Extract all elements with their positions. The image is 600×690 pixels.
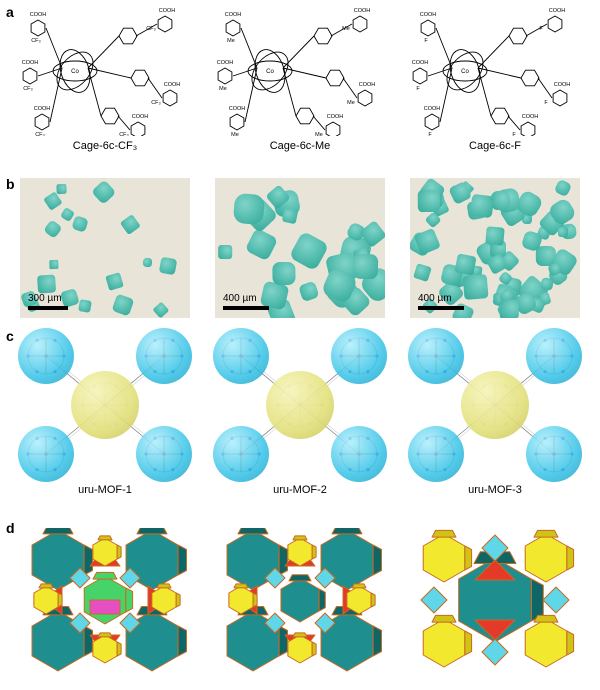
pore-sphere-large [71, 371, 139, 439]
svg-text:Me: Me [315, 132, 323, 136]
polyhedra-diagram [410, 528, 580, 673]
svg-text:Me: Me [231, 132, 239, 136]
pore-sphere-small [408, 426, 464, 482]
polyhedra-1 [215, 528, 385, 673]
scale-bar: 300 µm [28, 293, 68, 310]
row-polyhedra [20, 528, 580, 673]
micrograph-image: 400 µm [215, 178, 385, 318]
svg-text:Me: Me [347, 100, 355, 106]
pore-sphere-small [18, 426, 74, 482]
mof-structure-1: uru-MOF-2 [215, 330, 385, 496]
svg-text:COOH: COOH [424, 106, 441, 112]
pore-sphere-small [213, 328, 269, 384]
svg-text:Co: Co [71, 69, 79, 75]
polyhedra-diagram [215, 528, 385, 673]
scale-bar-label: 400 µm [223, 293, 257, 304]
svg-text:COOH: COOH [159, 8, 176, 14]
svg-text:COOH: COOH [522, 114, 539, 120]
mof-caption: uru-MOF-1 [78, 484, 132, 496]
pore-sphere-small [213, 426, 269, 482]
svg-text:F: F [512, 132, 516, 136]
pore-sphere-small [18, 328, 74, 384]
svg-text:F: F [428, 132, 432, 136]
chem-structure-1: Co COOH Me COOH Me COOH Me COOH Me COOH Me COOH Me Ca… [215, 6, 385, 152]
svg-text:COOH: COOH [217, 60, 234, 66]
panel-label-c: c [6, 328, 14, 344]
svg-text:COOH: COOH [164, 82, 181, 88]
svg-text:COOH: COOH [30, 12, 47, 18]
svg-text:F: F [544, 100, 548, 106]
row-mof-structures: uru-MOF-1 uru-MOF-2 uru-MOF-3 [20, 330, 580, 496]
svg-text:COOH: COOH [420, 12, 437, 18]
svg-text:F: F [424, 38, 428, 44]
scale-bar: 400 µm [418, 293, 464, 310]
chem-caption: Cage-6c-F [469, 140, 521, 152]
svg-text:CF₃: CF₃ [31, 38, 41, 44]
svg-text:COOH: COOH [327, 114, 344, 120]
scale-bar-label: 400 µm [418, 293, 452, 304]
svg-text:Co: Co [266, 69, 274, 75]
micrograph-image: 300 µm [20, 178, 190, 318]
chem-diagram: CoCOOHFCOOHFCOOHFCOOHFCOOHFCOOHF [410, 6, 580, 136]
svg-text:CF₃: CF₃ [35, 132, 45, 136]
mof-diagram [20, 330, 190, 480]
polyhedra-0 [20, 528, 190, 673]
svg-text:F: F [416, 86, 420, 92]
chem-structure-2: CoCOOHFCOOHFCOOHFCOOHFCOOHFCOOHFCage-6c-… [410, 6, 580, 152]
mof-structure-0: uru-MOF-1 [20, 330, 190, 496]
scale-bar-label: 300 µm [28, 293, 62, 304]
mof-diagram [410, 330, 580, 480]
pore-sphere-small [136, 426, 192, 482]
svg-text:COOH: COOH [22, 60, 39, 66]
pore-sphere-small [526, 328, 582, 384]
polyhedra-2 [410, 528, 580, 673]
pore-sphere-small [331, 328, 387, 384]
svg-text:CF₃: CF₃ [151, 100, 161, 106]
pore-sphere-small [136, 328, 192, 384]
pore-sphere-small [408, 328, 464, 384]
svg-text:COOH: COOH [229, 106, 246, 112]
mof-caption: uru-MOF-3 [468, 484, 522, 496]
chem-diagram: Co COOH CF₃ COOH CF₃ COOH CF₃ COOH CF₃ COOH CF₃ COO… [20, 6, 190, 136]
svg-text:COOH: COOH [34, 106, 51, 112]
row-micrographs: 300 µm 400 µm 400 µm [20, 178, 580, 318]
svg-text:COOH: COOH [359, 82, 376, 88]
chem-caption: Cage-6c-Me [270, 140, 331, 152]
svg-text:CF₃: CF₃ [146, 26, 156, 32]
svg-text:CF₃: CF₃ [23, 86, 33, 92]
pore-sphere-small [331, 426, 387, 482]
svg-text:COOH: COOH [412, 60, 429, 66]
panel-label-d: d [6, 520, 15, 536]
svg-text:COOH: COOH [225, 12, 242, 18]
svg-text:COOH: COOH [354, 8, 371, 14]
panel-label-a: a [6, 4, 14, 20]
pore-sphere-small [526, 426, 582, 482]
svg-text:COOH: COOH [132, 114, 149, 120]
svg-text:Me: Me [219, 86, 227, 92]
scale-bar: 400 µm [223, 293, 269, 310]
panel-label-b: b [6, 176, 15, 192]
micrograph-2: 400 µm [410, 178, 580, 318]
micrograph-image: 400 µm [410, 178, 580, 318]
mof-diagram [215, 330, 385, 480]
svg-text:Me: Me [342, 26, 350, 32]
svg-text:COOH: COOH [554, 82, 571, 88]
svg-text:Me: Me [227, 38, 235, 44]
pore-sphere-large [266, 371, 334, 439]
svg-text:CF₃: CF₃ [119, 132, 129, 136]
micrograph-0: 300 µm [20, 178, 190, 318]
chem-diagram: Co COOH Me COOH Me COOH Me COOH Me COOH Me COOH Me [215, 6, 385, 136]
svg-text:Co: Co [461, 69, 469, 75]
row-chemical-structures: Co COOH CF₃ COOH CF₃ COOH CF₃ COOH CF₃ COOH CF₃ COO… [20, 6, 580, 152]
svg-text:COOH: COOH [549, 8, 566, 14]
pore-sphere-large [461, 371, 529, 439]
mof-structure-2: uru-MOF-3 [410, 330, 580, 496]
chem-structure-0: Co COOH CF₃ COOH CF₃ COOH CF₃ COOH CF₃ COOH CF₃ COO… [20, 6, 190, 152]
mof-caption: uru-MOF-2 [273, 484, 327, 496]
micrograph-1: 400 µm [215, 178, 385, 318]
polyhedra-diagram [20, 528, 190, 673]
chem-caption: Cage-6c-CF₃ [73, 140, 137, 152]
